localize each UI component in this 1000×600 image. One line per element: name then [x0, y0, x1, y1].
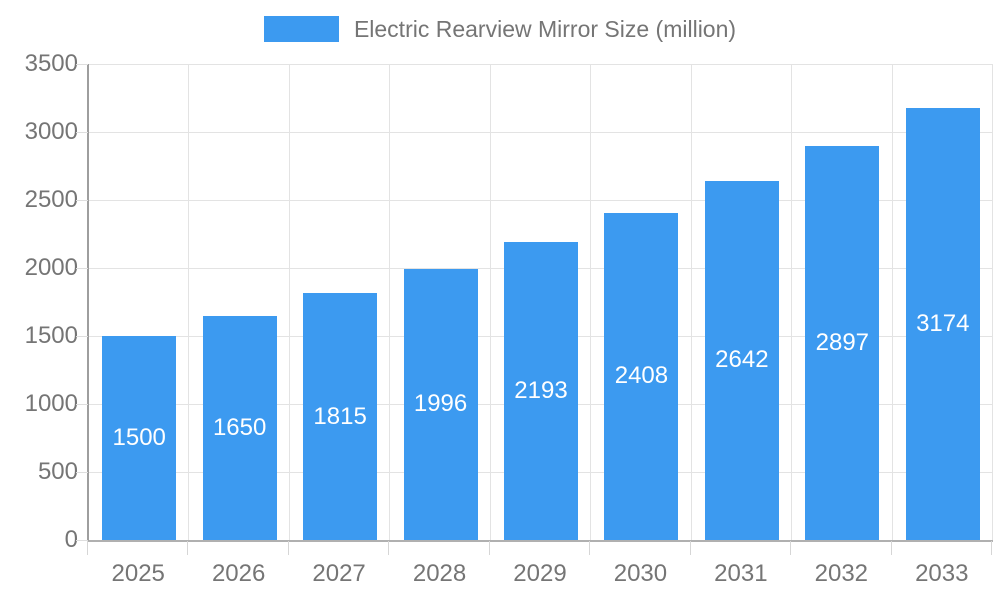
- y-axis-tick: [76, 64, 88, 65]
- y-axis-label: 3500: [24, 50, 78, 77]
- x-axis-label: 2026: [211, 560, 266, 587]
- x-axis-label: 2027: [312, 560, 366, 587]
- y-axis-tick: [76, 472, 88, 473]
- gridline-horizontal: [89, 200, 993, 201]
- x-axis-label: 2025: [111, 560, 165, 587]
- x-axis-tick: [991, 541, 992, 555]
- gridline-vertical: [288, 64, 290, 540]
- y-axis-tick: [76, 336, 88, 337]
- x-axis-label: 2030: [613, 560, 668, 587]
- bar-value-label: 2897: [815, 329, 870, 356]
- plot-area: 1500 1650 1815 1996 2193 2408 2642 2897 3174: [87, 64, 993, 542]
- x-axis-tick: [87, 541, 88, 555]
- y-axis-tick: [76, 268, 88, 269]
- bar-2030: 2408: [604, 212, 679, 540]
- gridline-horizontal: [89, 132, 993, 133]
- bar-value-label: 2642: [715, 346, 769, 374]
- bar-2025: 1500: [102, 336, 177, 540]
- bar-value-label: 2193: [514, 376, 568, 404]
- x-axis-tick: [388, 541, 390, 555]
- x-axis-tick: [890, 541, 892, 555]
- gridline-vertical: [389, 64, 391, 540]
- gridline-vertical: [690, 64, 692, 540]
- y-axis-label: 3000: [24, 118, 78, 145]
- bar-value-label: 1500: [112, 424, 166, 451]
- x-axis-label: 2031: [714, 560, 768, 587]
- gridline-vertical: [891, 64, 893, 540]
- y-axis-tick: [76, 132, 88, 133]
- y-axis-tick: [76, 200, 88, 201]
- x-axis-label: 2032: [814, 560, 869, 587]
- legend-item[interactable]: Electric Rearview Mirror Size (million): [0, 0, 1000, 58]
- bar-2026: 1650: [202, 315, 277, 540]
- y-axis-label: 500: [37, 458, 78, 485]
- bar-value-label: 1815: [313, 402, 367, 430]
- x-axis-tick: [488, 541, 490, 555]
- gridline-vertical: [791, 64, 793, 540]
- bar-value-label: 2408: [614, 362, 669, 390]
- gridline-vertical: [188, 64, 190, 540]
- x-axis-tick: [187, 541, 189, 555]
- x-axis-label: 2029: [513, 560, 567, 587]
- bar-2032: 2897: [805, 146, 880, 540]
- x-axis-tick: [589, 541, 591, 555]
- gridline-vertical: [590, 64, 592, 540]
- bar-value-label: 3174: [916, 310, 970, 338]
- x-axis-tick: [287, 541, 289, 555]
- legend-swatch-icon: [263, 16, 339, 42]
- gridline-vertical: [489, 64, 491, 540]
- x-axis-tick: [689, 541, 691, 555]
- y-axis-tick: [76, 540, 88, 541]
- bar-value-label: 1996: [413, 390, 468, 418]
- bar-2033: 3174: [905, 108, 980, 540]
- bar-2027: 1815: [303, 293, 378, 540]
- y-axis-label: 1500: [24, 322, 78, 349]
- gridline-vertical: [992, 64, 993, 540]
- gridline-horizontal: [89, 64, 993, 65]
- y-axis-label: 0: [64, 526, 78, 553]
- y-axis-tick: [76, 404, 88, 405]
- legend-label: Electric Rearview Mirror Size (million): [353, 15, 737, 42]
- y-axis-label: 1000: [24, 390, 78, 417]
- bar-value-label: 1650: [212, 413, 267, 441]
- x-axis-label: 2033: [915, 560, 969, 587]
- x-axis-tick: [790, 541, 792, 555]
- x-axis-label: 2028: [412, 560, 467, 587]
- y-axis-label: 2500: [24, 186, 78, 213]
- bar-2031: 2642: [704, 180, 779, 540]
- y-axis-label: 2000: [24, 254, 78, 281]
- bar-2028: 1996: [403, 268, 478, 540]
- bar-2029: 2193: [504, 241, 578, 540]
